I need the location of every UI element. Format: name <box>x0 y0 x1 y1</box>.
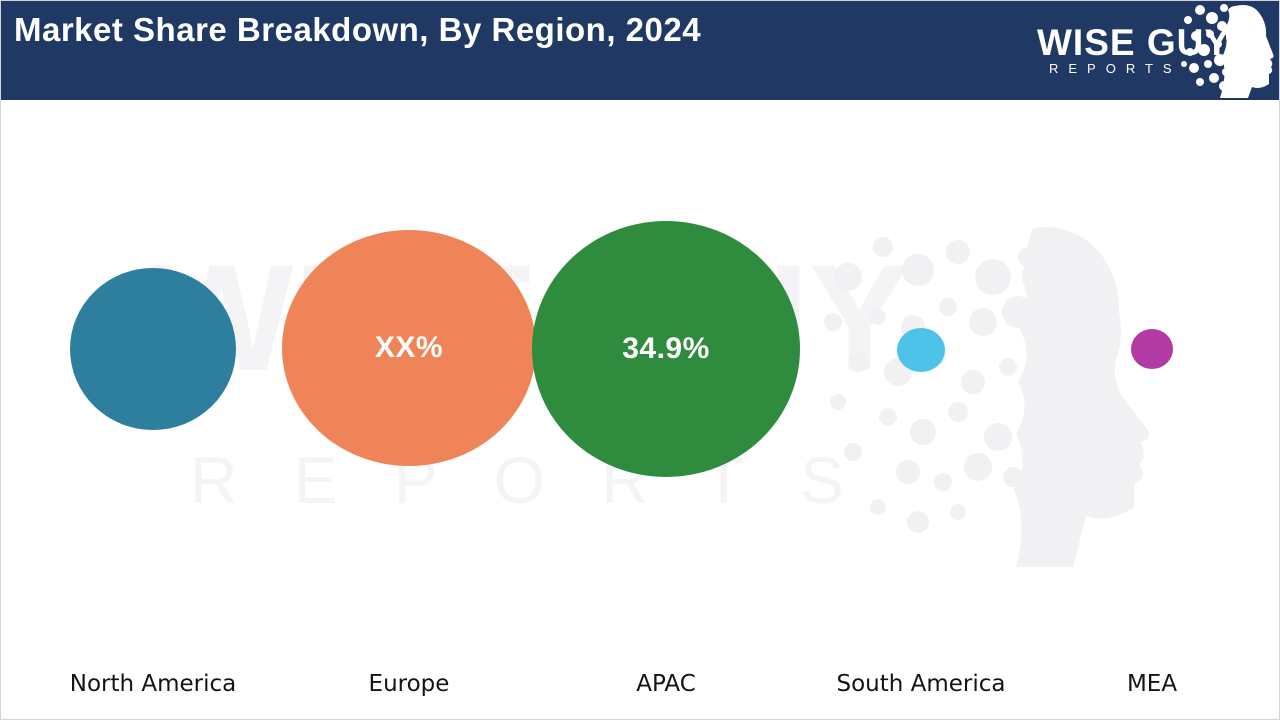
watermark-head-profile-icon <box>824 227 1149 567</box>
header-bar: Market Share Breakdown, By Region, 2024 … <box>0 0 1280 100</box>
bubble-europe: XX% <box>282 230 536 466</box>
bubble-apac: 34.9% <box>532 221 800 477</box>
category-label-europe: Europe <box>368 671 450 697</box>
bubble-value-label: 34.9% <box>622 332 710 365</box>
category-label-north-america: North America <box>69 671 237 697</box>
bubble-north-america <box>70 268 236 430</box>
logo-subtitle: REPORTS <box>1049 61 1182 76</box>
category-label-mea: MEA <box>1126 671 1178 697</box>
bubble-value-label: XX% <box>374 331 444 364</box>
bubble-mea <box>1131 329 1173 369</box>
page-title: Market Share Breakdown, By Region, 2024 <box>14 11 702 48</box>
category-label-apac: APAC <box>636 671 696 697</box>
category-label-south-america: South America <box>836 671 1006 697</box>
watermark-subtitle: REPORTS <box>190 443 900 517</box>
bubble-south-america <box>897 328 945 372</box>
logo-head-profile-icon <box>1180 4 1274 98</box>
wiseguy-logo: WISE GUY REPORTS <box>1025 0 1280 100</box>
logo-wordmark: WISE GUY <box>1037 22 1231 63</box>
